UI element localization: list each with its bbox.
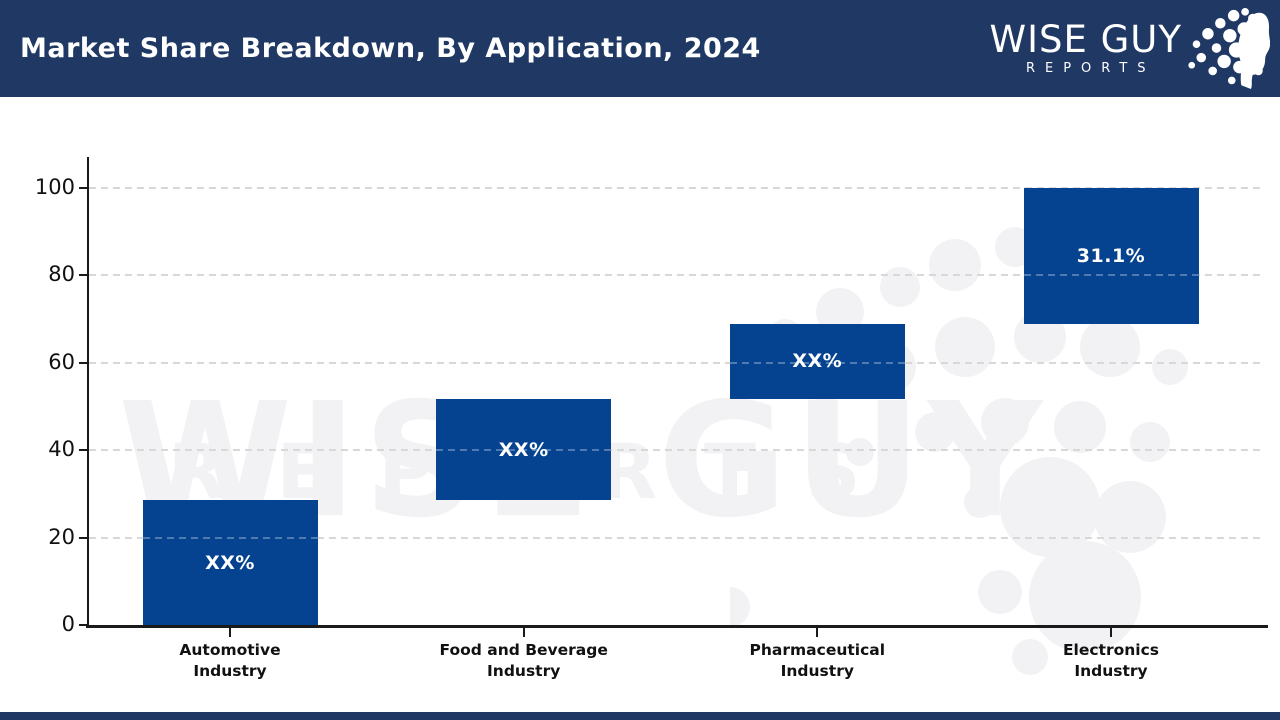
gridline-60 xyxy=(89,361,1264,364)
header-bar: Market Share Breakdown, By Application, … xyxy=(0,0,1280,97)
y-tick-20 xyxy=(79,536,87,539)
y-tick-label-0: 0 xyxy=(61,612,75,636)
brand-logo: WISE GUY REPORTS xyxy=(990,8,1270,90)
gridline-20 xyxy=(89,536,1264,539)
gridline-over-bar-food-and-beverage-industry xyxy=(436,449,612,452)
brand-name: WISE GUY xyxy=(989,18,1182,61)
category-label-food-and-beverage-industry: Food and Beverage Industry xyxy=(439,641,608,680)
bar-pharmaceutical-industry: XX% xyxy=(729,323,905,400)
chart-area: WISE GUY REPORTS 020406080100XX%Automoti… xyxy=(0,97,1280,712)
category-label-automotive-industry: Automotive Industry xyxy=(179,641,281,680)
footer-bar xyxy=(0,712,1280,720)
page-title: Market Share Breakdown, By Application, … xyxy=(20,33,761,64)
bar-value-label-automotive-industry: XX% xyxy=(205,551,255,574)
gridline-80 xyxy=(89,274,1264,277)
y-tick-label-80: 80 xyxy=(48,262,75,287)
bar-electronics-industry: 31.1% xyxy=(1023,188,1199,324)
gridline-over-bar-electronics-industry xyxy=(1023,274,1199,277)
y-tick-40 xyxy=(79,449,87,452)
x-tick-automotive-industry xyxy=(229,628,231,637)
x-axis-line xyxy=(86,625,1268,628)
category-label-pharmaceutical-industry: Pharmaceutical Industry xyxy=(749,641,886,680)
bar-food-and-beverage-industry: XX% xyxy=(436,399,612,500)
brand-logo-text: WISE GUY REPORTS xyxy=(990,20,1182,78)
bar-value-label-pharmaceutical-industry: XX% xyxy=(792,350,843,373)
gridline-over-bar-automotive-industry xyxy=(142,536,318,539)
x-tick-electronics-industry xyxy=(1110,628,1112,637)
y-tick-60 xyxy=(79,361,87,364)
y-tick-label-40: 40 xyxy=(48,437,75,462)
x-tick-pharmaceutical-industry xyxy=(816,628,819,637)
y-tick-100 xyxy=(79,187,87,189)
x-tick-food-and-beverage-industry xyxy=(522,628,525,637)
bar-value-label-electronics-industry: 31.1% xyxy=(1076,244,1146,267)
bar-value-label-food-and-beverage-industry: XX% xyxy=(498,438,549,461)
gridline-100 xyxy=(89,187,1264,189)
y-tick-80 xyxy=(79,274,87,277)
face-dots-logo-icon xyxy=(1188,8,1270,90)
y-tick-0 xyxy=(79,624,87,626)
gridline-over-bar-pharmaceutical-industry xyxy=(729,361,905,364)
bar-automotive-industry: XX% xyxy=(142,500,318,625)
category-label-electronics-industry: Electronics Industry xyxy=(1062,641,1160,680)
y-tick-label-100: 100 xyxy=(34,175,75,199)
gridline-40 xyxy=(89,449,1264,452)
y-axis-line xyxy=(87,157,89,627)
y-tick-label-20: 20 xyxy=(48,524,75,549)
y-tick-label-60: 60 xyxy=(48,349,75,374)
brand-subname: REPORTS xyxy=(1025,61,1156,76)
